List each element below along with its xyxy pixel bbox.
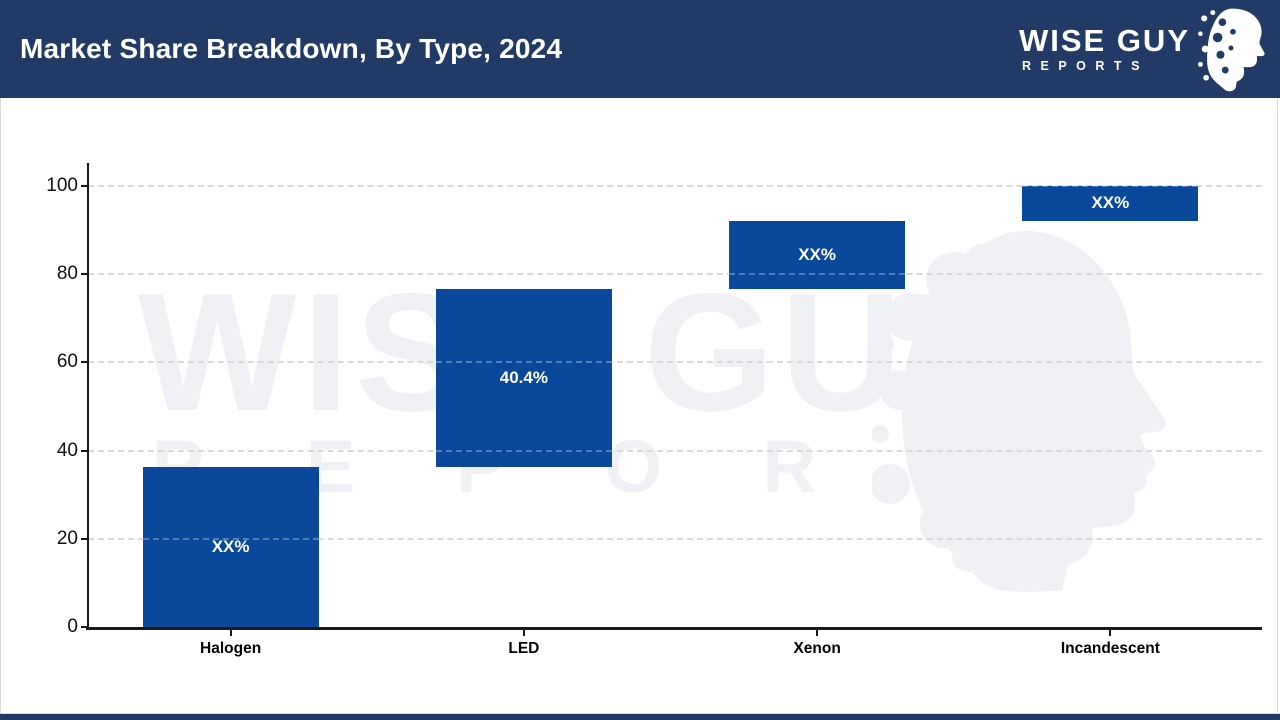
y-tick [81,537,88,540]
grid-line [88,449,1262,452]
footer-divider [0,713,1280,714]
y-tick-label: 60 [56,351,78,373]
bar-label: XX% [211,537,250,557]
y-tick-label: 80 [56,263,78,285]
x-tick [229,629,232,636]
y-tick-label: 40 [56,439,78,461]
bar [729,220,906,290]
bar-label: XX% [1091,193,1130,213]
x-tick [1109,629,1112,636]
y-axis [87,163,89,630]
logo-wordmark: WISE GUY [1018,23,1190,59]
grid-line [88,273,1262,276]
y-tick [81,185,88,187]
bar [142,467,319,627]
y-tick-label: 100 [46,175,78,196]
bar [435,289,612,468]
x-axis [86,627,1262,630]
y-tick [81,449,88,452]
header: Market Share Breakdown, By Type, 2024 WI… [0,0,1280,98]
grid-line [88,185,1262,187]
page-title: Market Share Breakdown, By Type, 2024 [20,33,563,64]
grid-line-over-bar [435,361,612,364]
x-tick-label: Incandescent [1060,640,1160,657]
bar-label: 40.4% [499,368,548,388]
y-tick-label: 0 [67,616,78,637]
footer-bar [0,714,1280,720]
grid-line-over-bar [729,273,906,276]
logo-subtext: REPORTS [1021,59,1149,74]
y-tick [81,626,88,628]
wiseguy-head-icon [1197,8,1265,92]
y-tick [81,361,88,364]
grid-line-over-bar [142,537,319,540]
x-tick-label: Halogen [200,640,262,657]
grid-line-over-bar [1022,185,1199,187]
bar-label: XX% [798,245,837,265]
x-tick [522,629,525,636]
bar [1022,186,1199,221]
wiseguy-logo: WISE GUY REPORTS [1019,0,1266,98]
grid-line-over-bar [435,449,612,452]
logo-text: WISE GUY REPORTS [1019,25,1190,73]
y-tick [81,273,88,276]
watermark-head-icon [872,230,1166,592]
x-tick [816,629,819,636]
grid-line [88,361,1262,364]
x-tick-label: LED [508,640,540,657]
x-tick-label: Xenon [793,640,841,657]
y-tick-label: 20 [56,527,78,549]
grid-line [88,537,1262,540]
